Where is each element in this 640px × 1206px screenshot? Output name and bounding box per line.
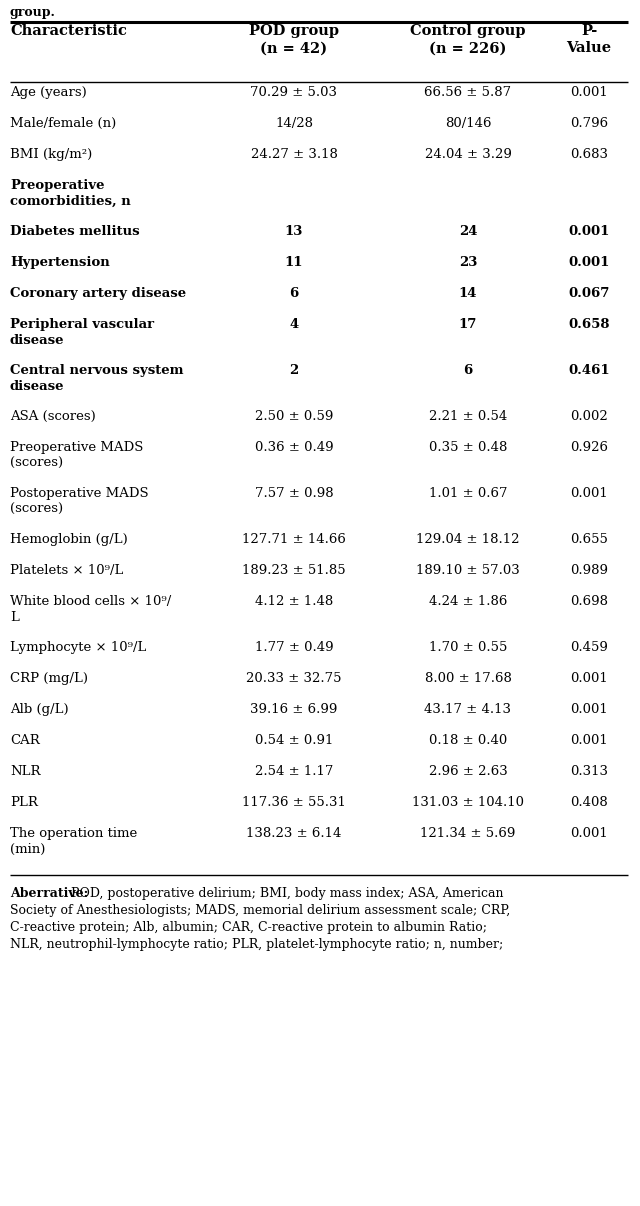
- Text: 13: 13: [285, 226, 303, 238]
- Text: 2.21 ± 0.54: 2.21 ± 0.54: [429, 410, 507, 423]
- Text: Central nervous system
disease: Central nervous system disease: [10, 364, 184, 393]
- Text: 70.29 ± 5.03: 70.29 ± 5.03: [250, 86, 337, 99]
- Text: 7.57 ± 0.98: 7.57 ± 0.98: [255, 487, 333, 500]
- Text: Preoperative MADS
(scores): Preoperative MADS (scores): [10, 441, 143, 470]
- Text: 4: 4: [289, 318, 299, 330]
- Text: 24.27 ± 3.18: 24.27 ± 3.18: [251, 148, 337, 160]
- Text: 43.17 ± 4.13: 43.17 ± 4.13: [424, 703, 511, 716]
- Text: 66.56 ± 5.87: 66.56 ± 5.87: [424, 86, 511, 99]
- Text: Hypertension: Hypertension: [10, 256, 109, 269]
- Text: 0.001: 0.001: [570, 703, 608, 716]
- Text: 0.001: 0.001: [570, 734, 608, 747]
- Text: Alb (g/L): Alb (g/L): [10, 703, 68, 716]
- Text: BMI (kg/m²): BMI (kg/m²): [10, 148, 92, 160]
- Text: 17: 17: [459, 318, 477, 330]
- Text: 0.408: 0.408: [570, 796, 608, 809]
- Text: 2.96 ± 2.63: 2.96 ± 2.63: [429, 765, 508, 778]
- Text: 0.067: 0.067: [568, 287, 610, 300]
- Text: 0.54 ± 0.91: 0.54 ± 0.91: [255, 734, 333, 747]
- Text: 24.04 ± 3.29: 24.04 ± 3.29: [424, 148, 511, 160]
- Text: Platelets × 10⁹/L: Platelets × 10⁹/L: [10, 564, 124, 576]
- Text: 189.23 ± 51.85: 189.23 ± 51.85: [242, 564, 346, 576]
- Text: 0.461: 0.461: [568, 364, 610, 377]
- Text: Postoperative MADS
(scores): Postoperative MADS (scores): [10, 487, 148, 516]
- Text: White blood cells × 10⁹/
L: White blood cells × 10⁹/ L: [10, 595, 172, 624]
- Text: 1.77 ± 0.49: 1.77 ± 0.49: [255, 642, 333, 654]
- Text: Lymphocyte × 10⁹/L: Lymphocyte × 10⁹/L: [10, 642, 147, 654]
- Text: 14/28: 14/28: [275, 117, 313, 130]
- Text: Hemoglobin (g/L): Hemoglobin (g/L): [10, 533, 128, 546]
- Text: Male/female (n): Male/female (n): [10, 117, 116, 130]
- Text: 1.01 ± 0.67: 1.01 ± 0.67: [429, 487, 508, 500]
- Text: 1.70 ± 0.55: 1.70 ± 0.55: [429, 642, 507, 654]
- Text: 0.001: 0.001: [570, 487, 608, 500]
- Text: 0.658: 0.658: [568, 318, 610, 330]
- Text: Society of Anesthesiologists; MADS, memorial delirium assessment scale; CRP,: Society of Anesthesiologists; MADS, memo…: [10, 904, 510, 917]
- Text: 121.34 ± 5.69: 121.34 ± 5.69: [420, 827, 516, 841]
- Text: 0.001: 0.001: [570, 672, 608, 685]
- Text: 23: 23: [459, 256, 477, 269]
- Text: 0.796: 0.796: [570, 117, 608, 130]
- Text: 0.001: 0.001: [570, 827, 608, 841]
- Text: 0.18 ± 0.40: 0.18 ± 0.40: [429, 734, 507, 747]
- Text: Diabetes mellitus: Diabetes mellitus: [10, 226, 140, 238]
- Text: PLR: PLR: [10, 796, 38, 809]
- Text: 117.36 ± 55.31: 117.36 ± 55.31: [242, 796, 346, 809]
- Text: ASA (scores): ASA (scores): [10, 410, 96, 423]
- Text: 8.00 ± 17.68: 8.00 ± 17.68: [424, 672, 511, 685]
- Text: Preoperative
comorbidities, n: Preoperative comorbidities, n: [10, 178, 131, 207]
- Text: 2.54 ± 1.17: 2.54 ± 1.17: [255, 765, 333, 778]
- Text: 0.313: 0.313: [570, 765, 608, 778]
- Text: CAR: CAR: [10, 734, 40, 747]
- Text: POD group
(n = 42): POD group (n = 42): [249, 24, 339, 55]
- Text: Aberrative:: Aberrative:: [10, 886, 88, 900]
- Text: group.: group.: [10, 6, 56, 19]
- Text: 20.33 ± 32.75: 20.33 ± 32.75: [246, 672, 342, 685]
- Text: 0.001: 0.001: [568, 226, 610, 238]
- Text: 131.03 ± 104.10: 131.03 ± 104.10: [412, 796, 524, 809]
- Text: 4.12 ± 1.48: 4.12 ± 1.48: [255, 595, 333, 608]
- Text: 4.24 ± 1.86: 4.24 ± 1.86: [429, 595, 507, 608]
- Text: C-reactive protein; Alb, albumin; CAR, C-reactive protein to albumin Ratio;: C-reactive protein; Alb, albumin; CAR, C…: [10, 921, 487, 933]
- Text: 0.001: 0.001: [570, 86, 608, 99]
- Text: 138.23 ± 6.14: 138.23 ± 6.14: [246, 827, 342, 841]
- Text: NLR: NLR: [10, 765, 40, 778]
- Text: 0.989: 0.989: [570, 564, 608, 576]
- Text: 0.35 ± 0.48: 0.35 ± 0.48: [429, 441, 507, 453]
- Text: 0.36 ± 0.49: 0.36 ± 0.49: [255, 441, 333, 453]
- Text: Peripheral vascular
disease: Peripheral vascular disease: [10, 318, 154, 347]
- Text: 14: 14: [459, 287, 477, 300]
- Text: 6: 6: [463, 364, 472, 377]
- Text: Coronary artery disease: Coronary artery disease: [10, 287, 186, 300]
- Text: 39.16 ± 6.99: 39.16 ± 6.99: [250, 703, 338, 716]
- Text: 0.683: 0.683: [570, 148, 608, 160]
- Text: 127.71 ± 14.66: 127.71 ± 14.66: [242, 533, 346, 546]
- Text: 2: 2: [289, 364, 299, 377]
- Text: Control group
(n = 226): Control group (n = 226): [410, 24, 525, 55]
- Text: 0.002: 0.002: [570, 410, 608, 423]
- Text: 0.926: 0.926: [570, 441, 608, 453]
- Text: 2.50 ± 0.59: 2.50 ± 0.59: [255, 410, 333, 423]
- Text: Age (years): Age (years): [10, 86, 87, 99]
- Text: P-
Value: P- Value: [566, 24, 612, 55]
- Text: 0.655: 0.655: [570, 533, 608, 546]
- Text: 0.698: 0.698: [570, 595, 608, 608]
- Text: 0.001: 0.001: [568, 256, 610, 269]
- Text: The operation time
(min): The operation time (min): [10, 827, 137, 856]
- Text: POD, postoperative delirium; BMI, body mass index; ASA, American: POD, postoperative delirium; BMI, body m…: [67, 886, 504, 900]
- Text: 11: 11: [285, 256, 303, 269]
- Text: Characteristic: Characteristic: [10, 24, 127, 39]
- Text: 129.04 ± 18.12: 129.04 ± 18.12: [416, 533, 520, 546]
- Text: 0.459: 0.459: [570, 642, 608, 654]
- Text: 80/146: 80/146: [445, 117, 492, 130]
- Text: 6: 6: [289, 287, 299, 300]
- Text: 189.10 ± 57.03: 189.10 ± 57.03: [416, 564, 520, 576]
- Text: 24: 24: [459, 226, 477, 238]
- Text: CRP (mg/L): CRP (mg/L): [10, 672, 88, 685]
- Text: NLR, neutrophil-lymphocyte ratio; PLR, platelet-lymphocyte ratio; n, number;: NLR, neutrophil-lymphocyte ratio; PLR, p…: [10, 938, 503, 952]
